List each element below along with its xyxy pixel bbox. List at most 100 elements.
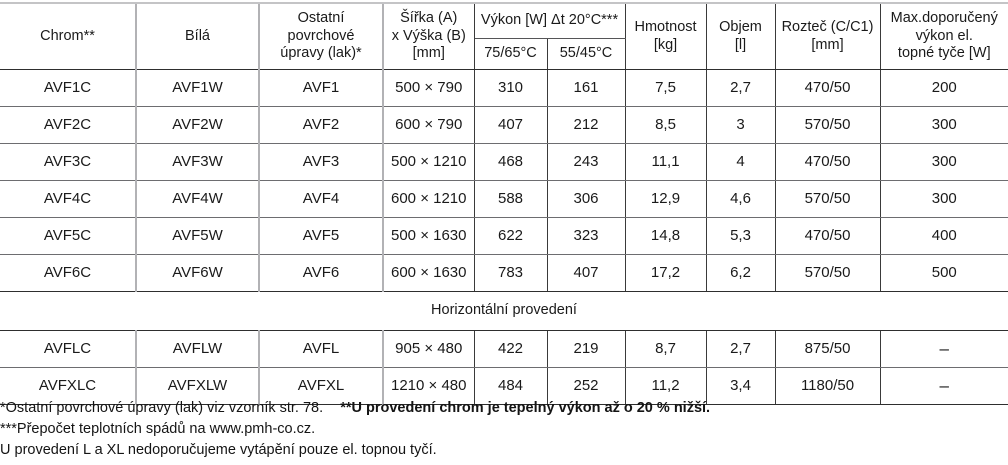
cell-max-vykon: 200 — [880, 69, 1008, 107]
cell-bila: AVF5W — [136, 217, 260, 255]
header-row-secondary: 75/65°C 55/45°C — [0, 38, 1008, 70]
table-row: AVF6C AVF6W AVF6 600 × 1630 783 407 17,2… — [0, 254, 1008, 292]
cell-vykon-5545: 252 — [547, 367, 626, 405]
cell-chrom: AVFLC — [0, 330, 137, 368]
header-objem-line1: Objem — [719, 18, 762, 35]
cell-roztec: 1180/50 — [775, 367, 881, 405]
header-vykon-7565: 75/65°C — [474, 38, 548, 70]
cell-roztec: 470/50 — [775, 217, 881, 255]
cell-roztec: 470/50 — [775, 143, 881, 181]
header-max-vykon-line2: výkon el. — [915, 27, 973, 44]
table-row: AVF5C AVF5W AVF5 500 × 1630 622 323 14,8… — [0, 217, 1008, 255]
cell-objem: 2,7 — [706, 330, 776, 368]
cell-roztec: 470/50 — [775, 69, 881, 107]
header-ostatni-line1: Ostatní — [297, 9, 345, 26]
cell-hmotnost: 12,9 — [625, 180, 707, 218]
cell-bila: AVF3W — [136, 143, 260, 181]
table-row: AVF3C AVF3W AVF3 500 × 1210 468 243 11,1… — [0, 143, 1008, 181]
header-objem-line2: [l] — [734, 36, 747, 53]
cell-ostatni: AVF3 — [259, 143, 384, 181]
cell-bila: AVF6W — [136, 254, 260, 292]
footnote-line-3: U provedení L a XL nedoporučujeme vytápě… — [0, 442, 437, 458]
header-vykon-group: Výkon [W] Δt 20°C*** — [474, 4, 626, 39]
cell-chrom: AVF5C — [0, 217, 137, 255]
cell-vykon-5545: 243 — [547, 143, 626, 181]
cell-vykon-5545: 323 — [547, 217, 626, 255]
cell-vykon-7565: 622 — [474, 217, 548, 255]
cell-ostatni: AVF5 — [259, 217, 384, 255]
cell-vykon-7565: 783 — [474, 254, 548, 292]
header-rozmer-line3: [mm] — [412, 45, 445, 62]
header-max-vykon-line1: Max.doporučený — [890, 9, 998, 26]
cell-roztec: 570/50 — [775, 254, 881, 292]
cell-objem: 5,3 — [706, 217, 776, 255]
cell-max-vykon: 300 — [880, 180, 1008, 218]
footnotes-block: *Ostatní povrchové úpravy (lak) viz vzor… — [0, 398, 1008, 461]
cell-max-vykon: 400 — [880, 217, 1008, 255]
table-row: AVFLC AVFLW AVFL 905 × 480 422 219 8,7 2… — [0, 330, 1008, 368]
cell-chrom: AVF2C — [0, 106, 137, 144]
cell-objem: 6,2 — [706, 254, 776, 292]
cell-ostatni: AVFXL — [259, 367, 384, 405]
footnote-1-part-1: *Ostatní povrchové úpravy (lak) viz vzor… — [0, 400, 324, 416]
header-objem: Objem [l] — [706, 4, 776, 70]
cell-chrom: AVF4C — [0, 180, 137, 218]
cell-hmotnost: 17,2 — [625, 254, 707, 292]
cell-bila: AVFLW — [136, 330, 260, 368]
cell-max-vykon: 500 — [880, 254, 1008, 292]
cell-hmotnost: 7,5 — [625, 69, 707, 107]
header-ostatni-line3: úpravy (lak)* — [280, 45, 362, 62]
header-roztec-line2: [mm] — [811, 36, 844, 53]
cell-max-vykon: – — [880, 367, 1008, 405]
cell-chrom: AVF3C — [0, 143, 137, 181]
table-row: AVF1C AVF1W AVF1 500 × 790 310 161 7,5 2… — [0, 69, 1008, 107]
cell-roztec: 875/50 — [775, 330, 881, 368]
table-header: Chrom** Bílá Ostatní povrchové úpravy (l… — [0, 4, 1008, 70]
footnote-line-2: ***Přepočet teplotních spádů na www.pmh-… — [0, 421, 316, 437]
cell-hmotnost: 11,2 — [625, 367, 707, 405]
cell-vykon-5545: 306 — [547, 180, 626, 218]
cell-hmotnost: 8,7 — [625, 330, 707, 368]
table-row: AVF4C AVF4W AVF4 600 × 1210 588 306 12,9… — [0, 180, 1008, 218]
cell-chrom: AVFXLC — [0, 367, 137, 405]
cell-vykon-5545: 407 — [547, 254, 626, 292]
cell-chrom: AVF6C — [0, 254, 137, 292]
cell-vykon-5545: 161 — [547, 69, 626, 107]
header-max-vykon: Max.doporučený výkon el. topné tyče [W] — [880, 4, 1008, 70]
cell-vykon-7565: 407 — [474, 106, 548, 144]
cell-vykon-7565: 484 — [474, 367, 548, 405]
header-roztec-line1: Rozteč (C/C1) — [781, 18, 874, 35]
cell-bila: AVFXLW — [136, 367, 260, 405]
cell-hmotnost: 14,8 — [625, 217, 707, 255]
cell-roztec: 570/50 — [775, 106, 881, 144]
table-body-vertical: AVF1C AVF1W AVF1 500 × 790 310 161 7,5 2… — [0, 69, 1008, 405]
header-ostatni-upravy: Ostatní povrchové úpravy (lak)* — [259, 4, 384, 70]
cell-rozmer: 500 × 790 — [383, 69, 475, 107]
cell-vykon-5545: 212 — [547, 106, 626, 144]
cell-bila: AVF2W — [136, 106, 260, 144]
cell-objem: 2,7 — [706, 69, 776, 107]
cell-rozmer: 500 × 1630 — [383, 217, 475, 255]
cell-objem: 4,6 — [706, 180, 776, 218]
header-ostatni-line2: povrchové — [287, 27, 355, 44]
cell-bila: AVF1W — [136, 69, 260, 107]
cell-objem: 3,4 — [706, 367, 776, 405]
cell-vykon-5545: 219 — [547, 330, 626, 368]
cell-rozmer: 600 × 1210 — [383, 180, 475, 218]
group-label-horizontal: Horizontální provedení — [0, 291, 1008, 331]
cell-vykon-7565: 468 — [474, 143, 548, 181]
cell-ostatni: AVF4 — [259, 180, 384, 218]
group-header-row: Horizontální provedení — [0, 291, 1008, 331]
table-row: AVF2C AVF2W AVF2 600 × 790 407 212 8,5 3… — [0, 106, 1008, 144]
cell-rozmer: 1210 × 480 — [383, 367, 475, 405]
cell-ostatni: AVF6 — [259, 254, 384, 292]
header-hmotnost-line2: [kg] — [653, 36, 678, 53]
footnote-line-1: *Ostatní povrchové úpravy (lak) viz vzor… — [0, 398, 1008, 419]
header-roztec: Rozteč (C/C1) [mm] — [775, 4, 881, 70]
cell-max-vykon: 300 — [880, 143, 1008, 181]
header-vykon-5545: 55/45°C — [547, 38, 626, 70]
cell-vykon-7565: 310 — [474, 69, 548, 107]
footnote-1-part-2: **U provedení chrom je tepelný výkon až … — [340, 400, 711, 416]
cell-max-vykon: – — [880, 330, 1008, 368]
